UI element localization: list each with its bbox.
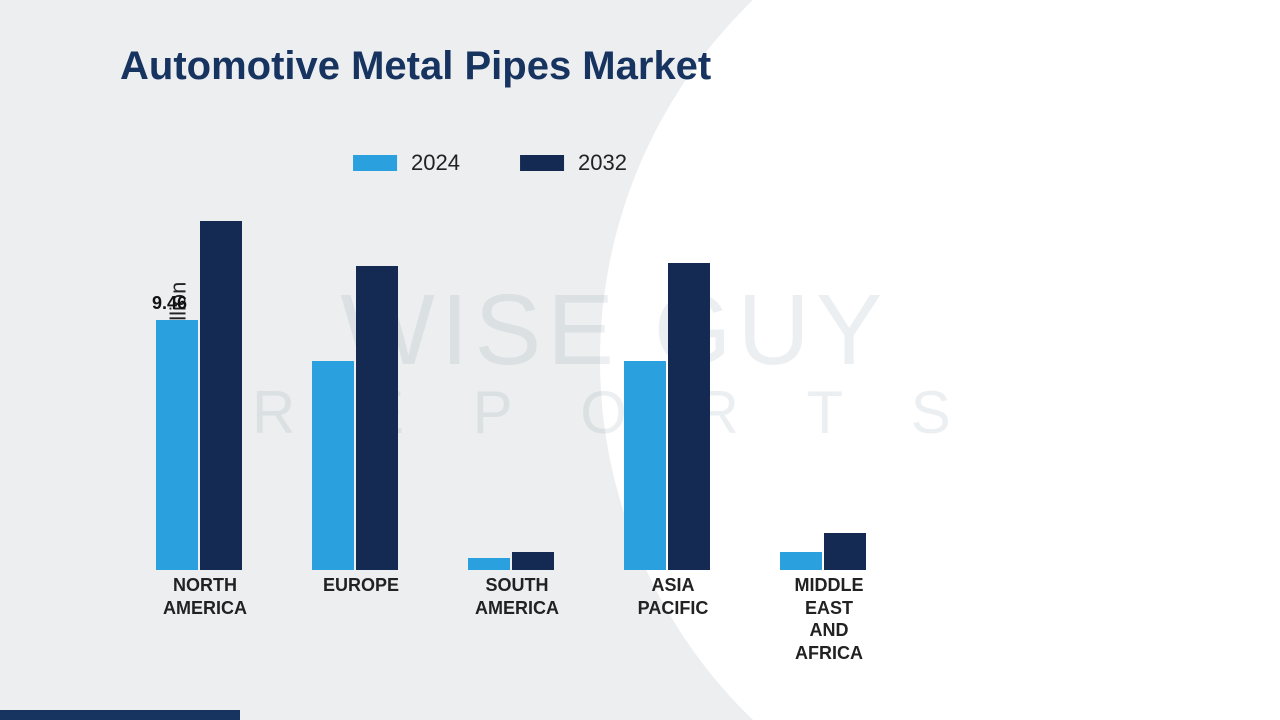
chart-title: Automotive Metal Pipes Market: [120, 44, 711, 89]
legend-swatch-2024: [353, 155, 397, 171]
bar: [200, 221, 242, 570]
stage: WISE GUY REPORTS Automotive Metal Pipes …: [0, 0, 1280, 720]
legend-label-2032: 2032: [578, 150, 627, 176]
brand-line1: WISE GUY: [1022, 28, 1251, 69]
brand-band: [960, 0, 1280, 720]
x-category-label: EUROPE: [296, 574, 426, 597]
bar: [624, 361, 666, 570]
legend-item-2032: 2032: [520, 150, 627, 176]
bar: [312, 361, 354, 570]
legend: 2024 2032: [353, 150, 627, 176]
x-category-label: NORTHAMERICA: [140, 574, 270, 619]
chart-area: Market Size in USD Billion 2024 2032 9.4…: [60, 150, 920, 670]
brand-head-icon: [1210, 28, 1250, 68]
plot-area: 9.46: [140, 200, 920, 570]
brand-logo: WISE GUY REPORTS: [1022, 28, 1251, 83]
bar: [824, 533, 866, 570]
bar: [156, 320, 198, 570]
bar: [512, 552, 554, 571]
bar: [468, 558, 510, 570]
x-category-label: SOUTHAMERICA: [452, 574, 582, 619]
brand-word-1: WISE: [1022, 30, 1113, 68]
footer-accent-bar: [0, 710, 240, 720]
legend-item-2024: 2024: [353, 150, 460, 176]
brand-word-2: GUY: [1123, 30, 1200, 68]
bar-value-label: 9.46: [152, 293, 187, 314]
brand-line2: REPORTS: [1022, 67, 1251, 83]
x-category-label: ASIAPACIFIC: [608, 574, 738, 619]
bar: [356, 266, 398, 570]
x-categories: NORTHAMERICA EUROPE SOUTHAMERICA ASIAPACIFI…: [140, 570, 920, 670]
bar: [780, 552, 822, 571]
bar: [668, 263, 710, 570]
x-category-label: MIDDLEEASTANDAFRICA: [764, 574, 894, 664]
legend-swatch-2032: [520, 155, 564, 171]
legend-label-2024: 2024: [411, 150, 460, 176]
